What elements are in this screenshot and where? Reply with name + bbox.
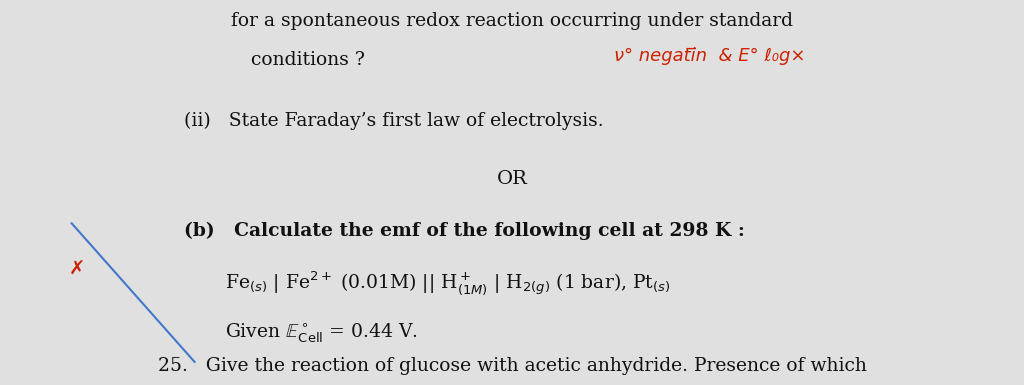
- Text: OR: OR: [497, 170, 527, 188]
- Text: ν° negati̅n  & E° ℓ₀g×: ν° negati̅n & E° ℓ₀g×: [614, 47, 806, 65]
- Text: (ii)   State Faraday’s first law of electrolysis.: (ii) State Faraday’s first law of electr…: [184, 112, 604, 131]
- Text: (b)   Calculate the emf of the following cell at 298 K :: (b) Calculate the emf of the following c…: [184, 222, 745, 240]
- Text: Fe$_{(s)}$ | Fe$^{2+}$ (0.01M) || H$^+_{(1M)}$ | H$_{2(g)}$ (1 bar), Pt$_{(s)}$: Fe$_{(s)}$ | Fe$^{2+}$ (0.01M) || H$^+_{…: [225, 270, 671, 296]
- Text: 25.   Give the reaction of glucose with acetic anhydride. Presence of which: 25. Give the reaction of glucose with ac…: [158, 357, 866, 375]
- Text: for a spontaneous redox reaction occurring under standard: for a spontaneous redox reaction occurri…: [231, 12, 793, 30]
- Text: Given $\mathbb{E}^\circ_{\mathrm{Cell}}$ = 0.44 V.: Given $\mathbb{E}^\circ_{\mathrm{Cell}}$…: [225, 321, 418, 345]
- Text: ✗: ✗: [69, 260, 85, 279]
- Text: conditions ?: conditions ?: [251, 51, 365, 69]
